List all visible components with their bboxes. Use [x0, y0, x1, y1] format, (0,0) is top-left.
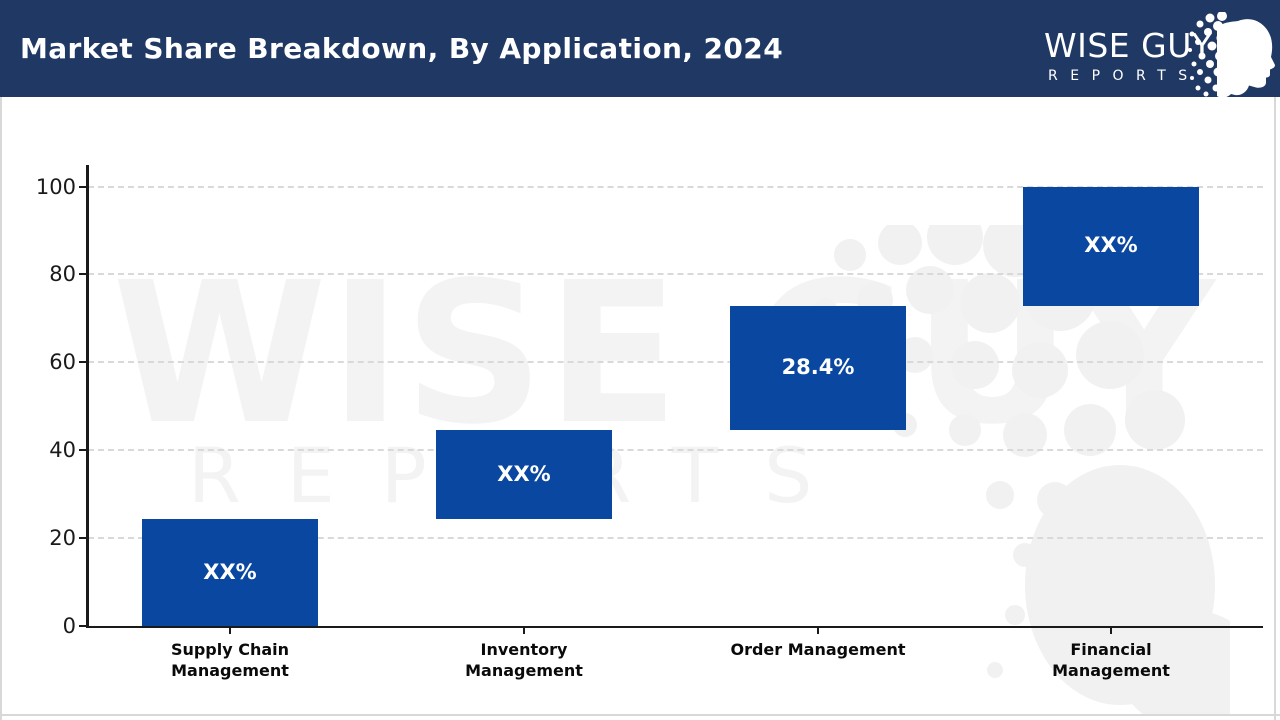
watermark-face — [813, 225, 1230, 715]
x-category-label-line: Inventory — [480, 640, 568, 659]
brand-logo: WISE GUY REPORTS — [1040, 12, 1276, 98]
bar-order-management — [730, 305, 906, 431]
page-border-left — [0, 97, 2, 720]
x-tick-supply-chain-management — [229, 627, 231, 634]
y-tick-60 — [79, 361, 88, 364]
y-tick-label-20: 20 — [49, 526, 76, 551]
x-category-label-line: Management — [171, 661, 289, 680]
x-category-label-line: Management — [1052, 661, 1170, 680]
y-tick-label-40: 40 — [49, 438, 76, 463]
bar-value-label-financial-management: XX% — [1084, 233, 1138, 258]
x-category-label-supply-chain-management: Supply Chain Management — [110, 639, 350, 681]
x-category-label-inventory-management: Inventory Management — [404, 639, 644, 681]
y-tick-80 — [79, 273, 88, 276]
bar-financial-management — [1023, 186, 1199, 306]
x-tick-inventory-management — [523, 627, 525, 634]
header-bar: Market Share Breakdown, By Application, … — [0, 0, 1280, 98]
gridline-60 — [88, 361, 1263, 364]
x-category-label-financial-management: Financial Management — [991, 639, 1231, 681]
y-tick-100 — [79, 185, 88, 188]
gridline-80 — [88, 273, 1263, 276]
y-tick-label-80: 80 — [49, 262, 76, 287]
gridline-40 — [88, 449, 1263, 452]
bar-value-label-inventory-management: XX% — [497, 461, 551, 486]
y-tick-label-100: 100 — [35, 174, 76, 199]
bar-value-label-order-management: 28.4% — [781, 355, 855, 379]
brand-face-icon — [1188, 12, 1275, 98]
y-axis-line — [86, 165, 89, 628]
y-tick-label-0: 0 — [62, 614, 76, 638]
x-axis-line — [86, 625, 1263, 628]
page-title: Market Share Breakdown, By Application, … — [20, 32, 784, 65]
gridline-20 — [88, 537, 1263, 540]
gridline-100 — [88, 185, 1263, 188]
brand-logo-subname: REPORTS — [1048, 68, 1200, 84]
y-tick-20 — [79, 537, 88, 540]
bar-inventory-management — [436, 430, 612, 520]
y-tick-0 — [79, 625, 88, 627]
x-category-label-line: Order Management — [730, 640, 906, 659]
x-category-label-line: Supply Chain — [170, 640, 290, 659]
y-tick-40 — [79, 449, 88, 452]
x-tick-financial-management — [1110, 627, 1112, 634]
bar-supply-chain-management — [142, 519, 318, 626]
page-border-right — [1274, 97, 1276, 720]
x-category-label-order-management: Order Management — [698, 639, 938, 660]
y-tick-label-60: 60 — [49, 350, 76, 375]
page-border-bottom — [0, 714, 1280, 716]
bar-value-label-supply-chain-management: XX% — [203, 559, 257, 584]
x-tick-order-management — [817, 627, 819, 634]
x-category-label-line: Financial — [1070, 640, 1152, 659]
brand-logo-name: WISE GUY — [1044, 26, 1213, 65]
x-category-label-line: Management — [465, 661, 583, 680]
